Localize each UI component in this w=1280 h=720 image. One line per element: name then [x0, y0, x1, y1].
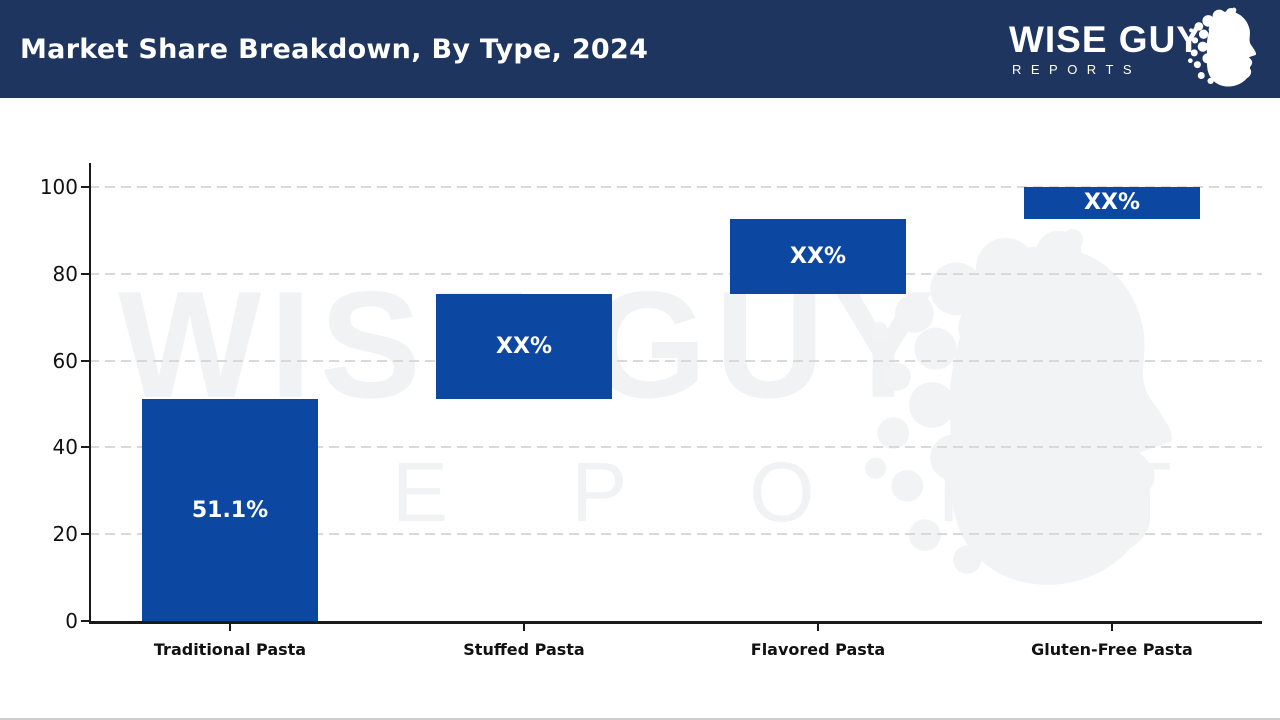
footer-divider — [0, 718, 1280, 720]
x-axis-spine — [89, 621, 1262, 624]
x-tick-2 — [817, 623, 819, 631]
y-tick-label-0: 0 — [65, 609, 78, 633]
gridline-80 — [89, 272, 1262, 275]
bar-value-label: XX% — [1084, 190, 1140, 216]
bar-gluten-free-pasta: XX% — [1024, 187, 1200, 219]
brand-logo: WISE GUY REPORTS — [1009, 6, 1280, 92]
y-tick-0 — [81, 620, 89, 622]
brand-face-icon — [1188, 7, 1257, 87]
gridline-40 — [89, 446, 1262, 449]
brand-name: WISE GUY — [1008, 19, 1202, 60]
bar-value-label: 51.1% — [191, 497, 269, 523]
gridline-20 — [89, 533, 1262, 536]
brand-subname: REPORTS — [1011, 62, 1142, 77]
y-tick-40 — [81, 446, 89, 449]
bar-value-label: XX% — [496, 334, 552, 360]
y-tick-label-80: 80 — [52, 261, 78, 286]
gridline-100 — [89, 186, 1262, 188]
y-tick-label-100: 100 — [39, 175, 78, 199]
page-title: Market Share Breakdown, By Type, 2024 — [20, 33, 649, 65]
y-axis-spine — [89, 163, 91, 623]
bar-traditional-pasta: 51.1% — [142, 399, 318, 621]
header-bar: Market Share Breakdown, By Type, 2024 WI… — [0, 0, 1280, 98]
x-tick-3 — [1111, 623, 1113, 631]
watermark-face-icon — [865, 229, 1172, 585]
bar-stuffed-pasta: XX% — [436, 294, 612, 400]
x-category-label-1: Stuffed Pasta — [463, 640, 585, 659]
y-tick-label-60: 60 — [52, 348, 78, 373]
y-tick-60 — [81, 359, 89, 362]
y-tick-100 — [81, 186, 89, 188]
x-tick-0 — [229, 623, 231, 631]
bar-value-label: XX% — [790, 243, 846, 269]
y-tick-label-20: 20 — [52, 522, 78, 547]
y-tick-20 — [81, 533, 89, 536]
x-category-label-0: Traditional Pasta — [153, 640, 307, 659]
x-category-label-3: Gluten-Free Pasta — [1031, 640, 1193, 659]
bar-flavored-pasta: XX% — [730, 218, 906, 295]
watermark-text-secondary: R E P O R T S — [208, 445, 1280, 539]
brand-logo-text: WISE GUY REPORTS — [1009, 21, 1202, 77]
y-tick-label-40: 40 — [52, 435, 78, 460]
y-tick-80 — [81, 272, 89, 275]
x-tick-1 — [523, 623, 525, 631]
x-category-label-2: Flavored Pasta — [750, 640, 886, 659]
gridline-60 — [89, 359, 1262, 362]
